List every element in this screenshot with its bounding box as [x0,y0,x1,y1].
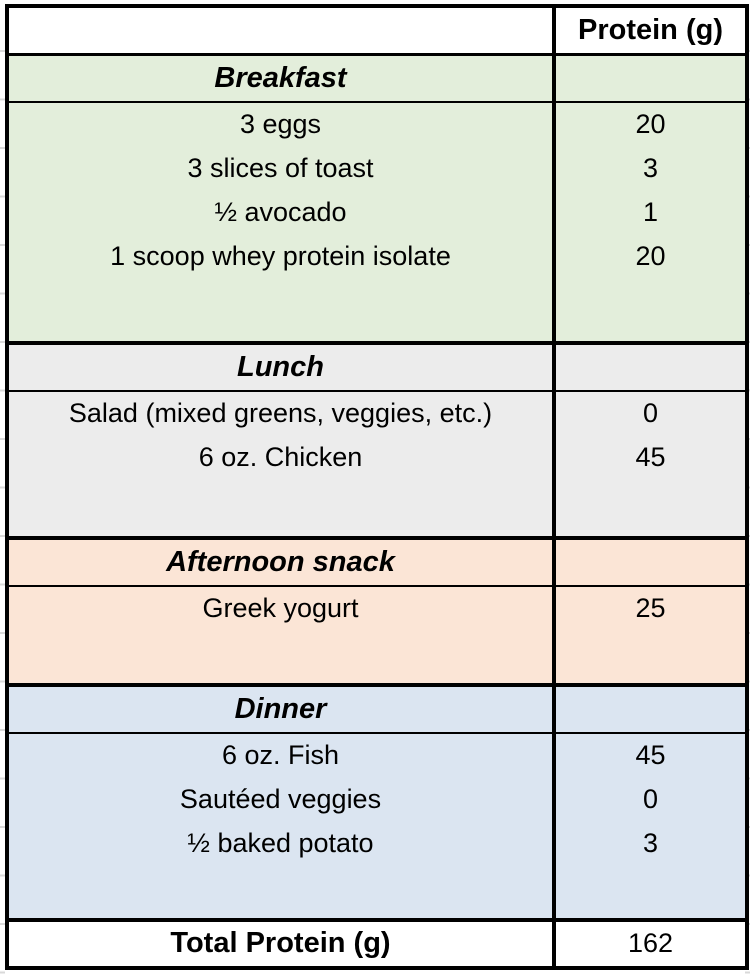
item-label-cell[interactable]: Salad (mixed greens, veggies, etc.) [7,391,556,436]
empty-cell[interactable] [554,866,747,920]
item-label-cell[interactable]: 1 scoop whey protein isolate [7,235,556,279]
item-label-cell[interactable]: Greek yogurt [7,586,556,631]
section-title-row-afternoon-snack: Afternoon snack [7,536,747,587]
item-label-cell[interactable]: ½ avocado [7,191,556,235]
empty-cell[interactable] [7,631,556,685]
table-row: 1 scoop whey protein isolate 20 [7,235,747,279]
item-label-cell[interactable]: ½ baked potato [7,822,556,866]
empty-cell[interactable] [554,631,747,685]
total-value-cell[interactable]: 162 [554,918,747,968]
section-title-row-breakfast: Breakfast [7,54,747,103]
empty-cell[interactable] [7,279,556,343]
table-row: 3 slices of toast 3 [7,147,747,191]
table-row: ½ baked potato 3 [7,822,747,866]
table-header-row: Protein (g) [7,6,747,56]
section-title-afternoon-snack-protein-cell[interactable] [554,536,747,587]
item-protein-cell[interactable]: 45 [554,436,747,480]
item-protein-cell[interactable]: 3 [554,147,747,191]
item-protein-cell[interactable]: 0 [554,391,747,436]
item-protein-cell[interactable]: 1 [554,191,747,235]
item-label-cell[interactable]: 6 oz. Fish [7,733,556,778]
section-spacer-row [7,631,747,685]
section-title-dinner-protein-cell[interactable] [554,683,747,734]
section-spacer-row [7,279,747,343]
item-label-cell[interactable]: 3 slices of toast [7,147,556,191]
section-title-lunch[interactable]: Lunch [7,341,556,392]
meal-plan-table: Protein (g) Breakfast 3 eggs 20 3 slices… [5,4,749,970]
section-spacer-row [7,480,747,538]
table-row: 6 oz. Fish 45 [7,733,747,778]
header-cell-protein[interactable]: Protein (g) [554,6,747,56]
empty-cell[interactable] [7,866,556,920]
section-title-row-dinner: Dinner [7,683,747,734]
gridline-stubs-left [0,50,5,974]
section-title-afternoon-snack[interactable]: Afternoon snack [7,536,556,587]
section-title-lunch-protein-cell[interactable] [554,341,747,392]
total-label-cell[interactable]: Total Protein (g) [7,918,556,968]
section-spacer-row [7,866,747,920]
item-label-cell[interactable]: 6 oz. Chicken [7,436,556,480]
item-protein-cell[interactable]: 25 [554,586,747,631]
item-protein-cell[interactable]: 3 [554,822,747,866]
header-cell-item[interactable] [7,6,556,56]
table-row: 6 oz. Chicken 45 [7,436,747,480]
section-title-breakfast-protein-cell[interactable] [554,54,747,103]
table-row: Salad (mixed greens, veggies, etc.) 0 [7,391,747,436]
empty-cell[interactable] [554,480,747,538]
section-title-dinner[interactable]: Dinner [7,683,556,734]
section-title-breakfast[interactable]: Breakfast [7,54,556,103]
item-label-cell[interactable]: Sautéed veggies [7,778,556,822]
section-title-row-lunch: Lunch [7,341,747,392]
table-row: Sautéed veggies 0 [7,778,747,822]
table-row: 3 eggs 20 [7,102,747,147]
total-row: Total Protein (g) 162 [7,918,747,968]
empty-cell[interactable] [7,480,556,538]
table-row: ½ avocado 1 [7,191,747,235]
table-row: Greek yogurt 25 [7,586,747,631]
item-protein-cell[interactable]: 20 [554,102,747,147]
item-protein-cell[interactable]: 45 [554,733,747,778]
item-protein-cell[interactable]: 20 [554,235,747,279]
empty-cell[interactable] [554,279,747,343]
item-label-cell[interactable]: 3 eggs [7,102,556,147]
item-protein-cell[interactable]: 0 [554,778,747,822]
